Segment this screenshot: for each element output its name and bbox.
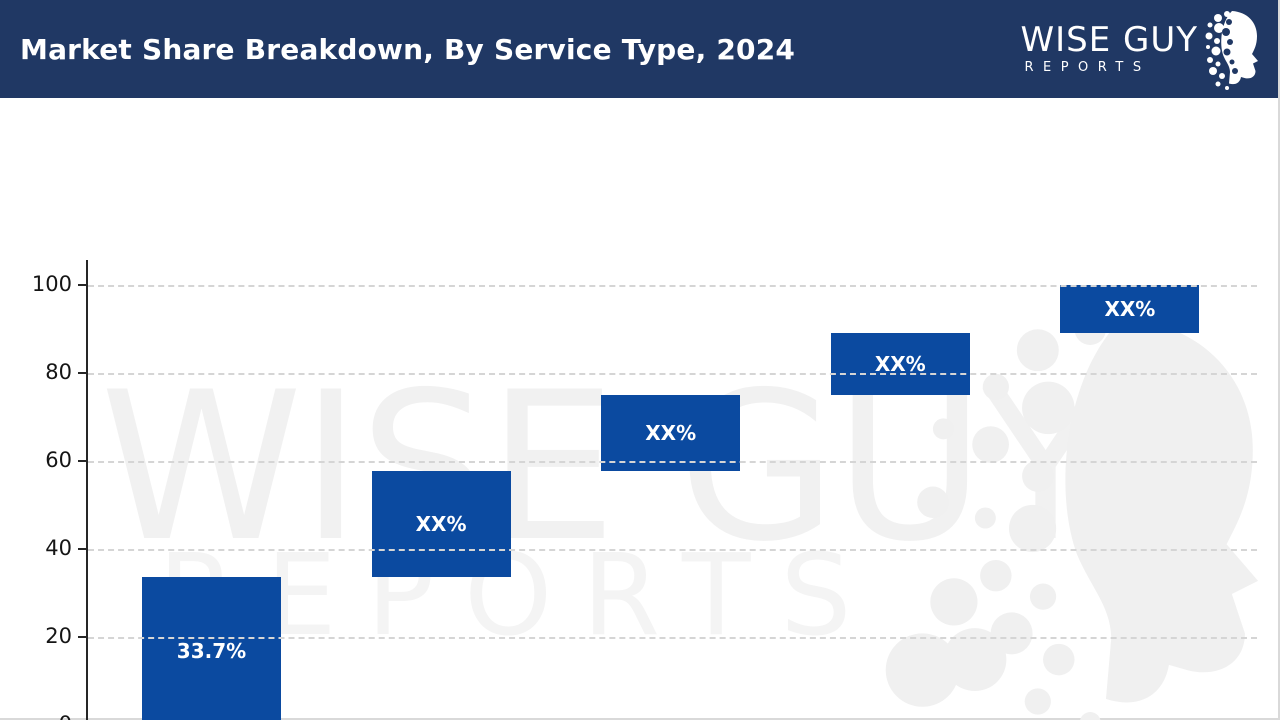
y-tick-label: 0	[12, 712, 72, 720]
y-tick-mark	[78, 460, 86, 462]
brand-logo: WISE GUY REPORTS	[1020, 8, 1278, 90]
logo-text: WISE GUY REPORTS	[1020, 23, 1198, 75]
bar-value-label: XX%	[874, 351, 926, 376]
gridline	[88, 461, 1257, 463]
waterfall-bar-segment: XX%	[371, 471, 511, 577]
bar-value-label: XX%	[645, 421, 697, 446]
bar-value-label: XX%	[1104, 296, 1156, 321]
gridline	[88, 637, 1257, 639]
gridline	[88, 285, 1257, 287]
header-banner: Market Share Breakdown, By Service Type,…	[0, 0, 1278, 98]
y-tick-label: 40	[45, 536, 72, 560]
dotted-head-icon	[1205, 11, 1258, 90]
y-tick-label: 80	[45, 360, 72, 384]
chart: WISE GUY REPORTS 33.7	[0, 98, 1278, 720]
bar-value-label: 33.7%	[176, 638, 247, 663]
waterfall-bar-segment: XX%	[601, 395, 741, 472]
logo-sub-text: REPORTS	[1024, 60, 1151, 75]
y-tick-mark	[78, 372, 86, 374]
y-axis-line	[86, 260, 88, 720]
y-tick-label: 20	[45, 624, 72, 648]
y-tick-label: 60	[45, 448, 72, 472]
y-tick-mark	[78, 284, 86, 286]
gridline	[88, 373, 1257, 375]
y-tick-mark	[78, 548, 86, 550]
waterfall-bar-segment: XX%	[830, 332, 970, 395]
waterfall-bar-segment: XX%	[1060, 285, 1200, 333]
logo-brand-text: WISE GUY	[1020, 20, 1198, 60]
waterfall-bar-segment: 33.7%	[142, 576, 281, 720]
page-title: Market Share Breakdown, By Service Type,…	[20, 32, 796, 66]
y-tick-mark	[78, 636, 86, 638]
y-tick-label: 100	[31, 272, 72, 296]
gridline	[88, 549, 1257, 551]
bar-value-label: XX%	[415, 511, 467, 536]
